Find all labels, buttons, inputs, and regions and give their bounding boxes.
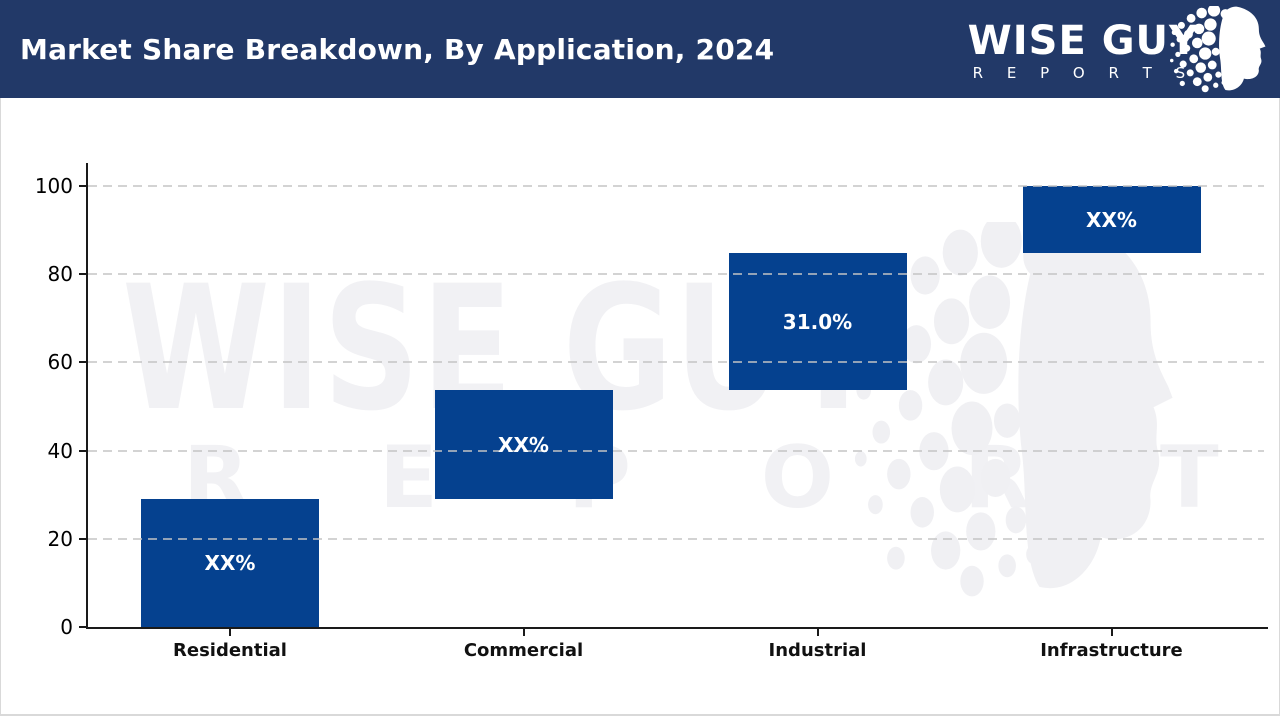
x-tick-industrial bbox=[816, 629, 819, 636]
x-axis-category-label: Infrastructure bbox=[1040, 640, 1183, 661]
x-axis-line bbox=[86, 627, 1268, 629]
gridline-100 bbox=[88, 185, 1264, 187]
gridline-60 bbox=[88, 361, 1264, 364]
logo-text: WISE GUY R E P O R T S bbox=[968, 19, 1199, 82]
y-tick-80 bbox=[79, 273, 86, 276]
y-tick-100 bbox=[79, 185, 86, 187]
bar-value-label: XX% bbox=[498, 432, 549, 457]
x-axis-category-label: Residential bbox=[173, 640, 287, 661]
wiseguy-face-icon bbox=[1169, 6, 1266, 93]
x-tick-commercial bbox=[522, 629, 525, 636]
gridline-80 bbox=[88, 273, 1264, 276]
gridline-20 bbox=[88, 537, 1264, 540]
y-axis-line bbox=[86, 163, 88, 629]
bar-value-label: XX% bbox=[204, 551, 256, 576]
y-tick-20 bbox=[79, 537, 86, 540]
x-axis-category-label: Industrial bbox=[768, 640, 867, 661]
bar-value-label: 31.0% bbox=[782, 309, 853, 334]
wise-guy-reports-logo: WISE GUY R E P O R T S bbox=[968, 6, 1266, 94]
y-tick-label-100: 100 bbox=[34, 174, 73, 198]
bar-infrastructure bbox=[1022, 186, 1201, 254]
header-banner: Market Share Breakdown, By Application, … bbox=[0, 0, 1280, 98]
logo-subtitle: R E P O R T S bbox=[972, 63, 1195, 82]
logo-wordmark: WISE GUY bbox=[967, 17, 1199, 64]
y-tick-label-20: 20 bbox=[47, 526, 73, 551]
bar-industrial bbox=[728, 253, 907, 391]
gridline-40 bbox=[88, 449, 1264, 452]
y-tick-label-0: 0 bbox=[60, 615, 73, 639]
x-axis-category-label: Commercial bbox=[463, 640, 584, 661]
x-tick-infrastructure bbox=[1110, 629, 1113, 636]
x-tick-residential bbox=[229, 629, 231, 636]
chart-title: Market Share Breakdown, By Application, … bbox=[20, 32, 775, 66]
bar-value-label: XX% bbox=[1086, 207, 1137, 232]
y-tick-40 bbox=[79, 449, 86, 452]
y-tick-label-40: 40 bbox=[47, 438, 73, 463]
bar-commercial bbox=[434, 390, 613, 500]
bar-residential bbox=[141, 499, 319, 627]
y-tick-label-60: 60 bbox=[47, 350, 73, 375]
y-tick-label-80: 80 bbox=[47, 262, 73, 287]
y-tick-60 bbox=[79, 361, 86, 364]
y-tick-0 bbox=[79, 626, 86, 628]
